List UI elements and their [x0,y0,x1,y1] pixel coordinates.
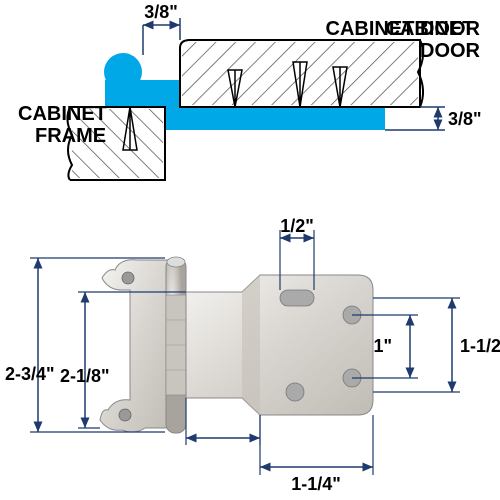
cross-section-diagram: 3/8" 3/8" CABINET DOOR CABINET DOOR CABI… [18,2,482,180]
hinge-barrel [166,257,186,433]
dim-2-1-8: 2-1/8" [60,366,110,386]
hinge-right-leaf [186,275,373,415]
dim-2-3-4: 2-3/4" [5,364,55,384]
hinge-knuckle [104,53,142,91]
dim-right-3-8: 3/8" [448,109,482,129]
hinge-left-wing [100,260,170,432]
svg-text:CABINET FRAME: CABINET FRAME [18,103,112,147]
hinge-dimension-drawing: 2-3/4" 2-1/8" 1/2" 1" 1-1/2" 1-1/4" [5,216,500,494]
dim-top-3-8: 3/8" [144,2,178,22]
dim-1-1-2: 1-1/2" [460,336,500,356]
cabinet-door-section [180,40,420,107]
dim-1-2: 1/2" [280,216,314,236]
dim-1-1-4: 1-1/4" [291,474,341,494]
dim-1: 1" [373,336,392,356]
